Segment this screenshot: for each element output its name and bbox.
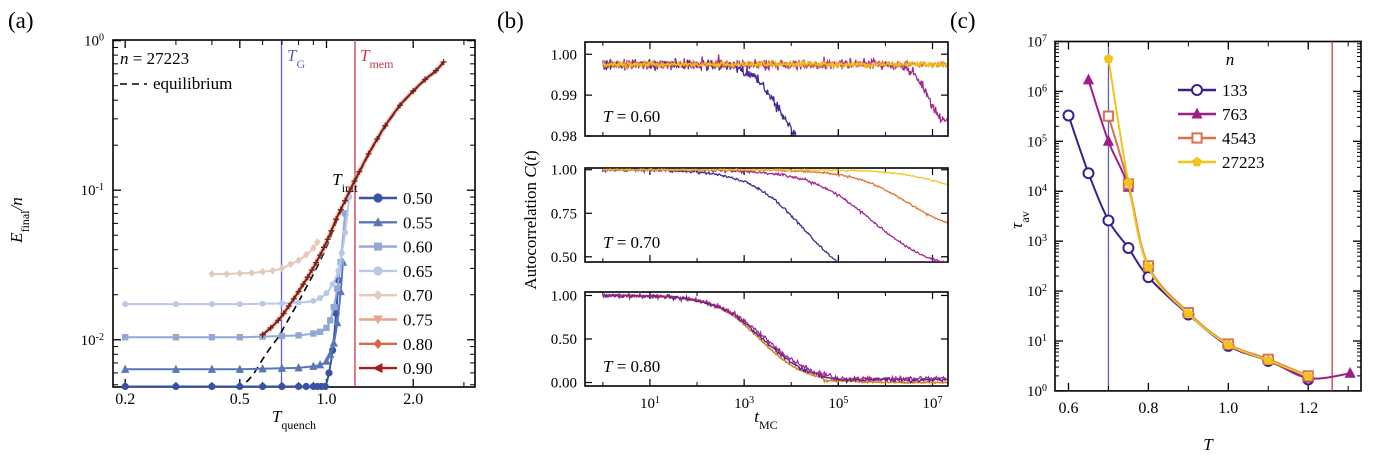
svg-text:1.2: 1.2: [1298, 400, 1318, 417]
svg-text:0.98: 0.98: [551, 129, 577, 145]
svg-text:1.00: 1.00: [551, 47, 577, 63]
svg-text:1.0: 1.0: [317, 391, 337, 408]
svg-text:0.60: 0.60: [403, 238, 433, 257]
svg-text:T = 0.70: T = 0.70: [603, 233, 660, 252]
svg-text:0.50: 0.50: [551, 250, 577, 266]
svg-text:763: 763: [1222, 105, 1248, 124]
svg-text:133: 133: [1222, 81, 1248, 100]
svg-text:4543: 4543: [1222, 129, 1256, 148]
svg-text:n: n: [1226, 50, 1235, 69]
svg-text:0.55: 0.55: [403, 213, 433, 232]
svg-text:0.2: 0.2: [115, 391, 135, 408]
svg-text:0.65: 0.65: [403, 262, 433, 281]
svg-text:0.75: 0.75: [403, 311, 433, 330]
svg-text:0.99: 0.99: [551, 88, 577, 104]
svg-text:27223: 27223: [1222, 153, 1265, 172]
svg-text:Autocorrelation C(t): Autocorrelation C(t): [521, 150, 540, 289]
svg-text:T = 0.80: T = 0.80: [603, 357, 660, 376]
svg-text:0.70: 0.70: [403, 286, 433, 305]
svg-text:1.00: 1.00: [551, 288, 577, 304]
svg-text:1.0: 1.0: [1218, 400, 1238, 417]
svg-text:0.6: 0.6: [1059, 400, 1079, 417]
svg-text:0.75: 0.75: [551, 206, 577, 222]
svg-text:0.50: 0.50: [403, 189, 433, 208]
svg-text:T = 0.60: T = 0.60: [603, 107, 660, 126]
svg-text:0.90: 0.90: [403, 359, 433, 378]
svg-text:n = 27223: n = 27223: [120, 49, 189, 68]
svg-text:T: T: [1203, 435, 1214, 454]
svg-text:equilibrium: equilibrium: [153, 74, 232, 93]
svg-text:0.5: 0.5: [230, 391, 250, 408]
svg-text:(b): (b): [497, 8, 524, 33]
svg-text:2.0: 2.0: [403, 391, 423, 408]
svg-text:0.50: 0.50: [551, 332, 577, 348]
svg-text:1.00: 1.00: [551, 163, 577, 179]
svg-text:(a): (a): [8, 8, 34, 33]
svg-text:0.80: 0.80: [403, 335, 433, 354]
svg-text:0.8: 0.8: [1138, 400, 1158, 417]
svg-text:0.00: 0.00: [551, 376, 577, 392]
svg-text:(c): (c): [950, 8, 976, 33]
